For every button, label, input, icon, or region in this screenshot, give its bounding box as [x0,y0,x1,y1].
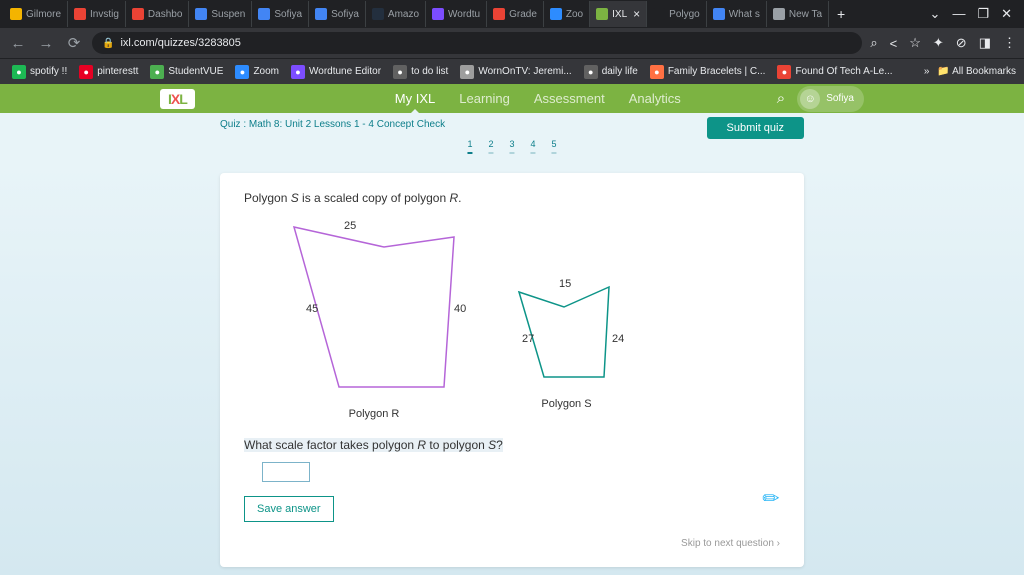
bookmark-item[interactable]: ●StudentVUE [146,63,227,81]
browser-tab[interactable]: Amazo [366,1,426,27]
search-icon[interactable]: ⌕ [870,35,877,51]
avatar-icon: ☺ [800,89,820,109]
bookmark-item[interactable]: ●WornOnTV: Jeremi... [456,63,575,81]
browser-tab[interactable]: Suspen [189,1,252,27]
back-button[interactable]: ← [8,35,28,52]
browser-tab[interactable]: Polygo [647,1,707,27]
new-tab-button[interactable]: + [829,6,853,22]
bookmark-item[interactable]: ●daily life [580,63,642,81]
browser-tab[interactable]: Grade [487,1,544,27]
bookmark-item[interactable]: ●Wordtune Editor [287,63,385,81]
question-intro: Polygon S is a scaled copy of polygon R. [244,191,780,205]
svg-text:24: 24 [612,333,624,345]
polygons-figure: 25 45 40 Polygon R 15 27 24 Polygon S [244,217,780,420]
bookmark-item[interactable]: ●Family Bracelets | C... [646,63,770,81]
reload-button[interactable]: ⟳ [64,34,84,52]
question-number[interactable]: 1 [467,139,472,154]
all-bookmarks-folder[interactable]: 📁 All Bookmarks [937,66,1016,77]
browser-tab[interactable]: Invstig [68,1,126,27]
svg-text:25: 25 [344,220,356,232]
browser-tab[interactable]: Sofiya [309,1,366,27]
content-area: Polygon S is a scaled copy of polygon R.… [0,161,1024,575]
reading-list-icon[interactable]: ⊘ [956,35,967,51]
ixl-logo[interactable]: IXL [160,89,195,109]
browser-tab[interactable]: Gilmore [4,1,68,27]
lock-icon: 🔒 [102,38,114,49]
browser-tab[interactable]: New Ta [767,1,829,27]
bookmarks-overflow[interactable]: » [924,66,930,77]
polygon-s-svg: 15 27 24 [504,277,629,387]
question-number[interactable]: 3 [509,139,514,154]
minimize-button[interactable]: — [952,6,965,22]
browser-tab[interactable]: Dashbo [126,1,189,27]
bookmark-item[interactable]: ●spotify !! [8,63,71,81]
search-icon[interactable]: ⌕ [777,90,785,107]
browser-tab[interactable]: IXL× [590,1,647,27]
extensions-icon[interactable]: ✦ [933,35,944,51]
quiz-subheader: Quiz : Math 8: Unit 2 Lessons 1 - 4 Conc… [0,113,1024,161]
browser-tab-strip: GilmoreInvstigDashboSuspenSofiyaSofiyaAm… [0,0,1024,28]
nav-learning[interactable]: Learning [459,91,510,106]
browser-tab[interactable]: What s [707,1,767,27]
polygon-r-svg: 25 45 40 [274,217,474,397]
window-controls: ⌄ — ❐ ✕ [922,6,1020,22]
svg-text:15: 15 [559,278,571,290]
answer-input[interactable] [262,462,310,482]
browser-tab[interactable]: Wordtu [426,1,487,27]
question-prompt: What scale factor takes polygon R to pol… [244,438,503,452]
close-window-button[interactable]: ✕ [1001,6,1012,22]
address-bar[interactable]: 🔒 ixl.com/quizzes/3283805 [92,32,862,54]
polygon-s-label: Polygon S [504,398,629,410]
user-name: Sofiya [826,93,854,104]
browser-tab[interactable]: Zoo [544,1,590,27]
user-badge[interactable]: ☺ Sofiya [797,86,864,112]
svg-text:27: 27 [522,333,534,345]
question-number[interactable]: 4 [531,139,536,154]
bookmark-item[interactable]: ●to do list [389,63,452,81]
nav-myixl[interactable]: My IXL [395,91,435,106]
nav-assessment[interactable]: Assessment [534,91,605,106]
star-icon[interactable]: ☆ [909,35,921,51]
forward-button[interactable]: → [36,35,56,52]
maximize-button[interactable]: ❐ [977,6,989,22]
save-answer-button[interactable]: Save answer [244,496,334,522]
svg-text:45: 45 [306,303,318,315]
polygon-r-label: Polygon R [274,408,474,420]
url-bar: ← → ⟳ 🔒 ixl.com/quizzes/3283805 ⌕ < ☆ ✦ … [0,28,1024,58]
share-icon[interactable]: < [890,36,898,51]
question-number[interactable]: 2 [488,139,493,154]
panel-icon[interactable]: ◨ [979,35,991,51]
submit-quiz-button[interactable]: Submit quiz [707,117,804,139]
url-text: ixl.com/quizzes/3283805 [120,37,240,49]
bookmarks-bar: ●spotify !!●pinterestt●StudentVUE●Zoom●W… [0,58,1024,84]
page-content: IXL My IXL Learning Assessment Analytics… [0,84,1024,575]
bookmark-item[interactable]: ●pinterestt [75,63,142,81]
skip-question-link[interactable]: Skip to next question › [244,538,780,549]
quiz-title: Quiz : Math 8: Unit 2 Lessons 1 - 4 Conc… [220,119,445,130]
question-navigator: 1 2 3 4 5 [467,139,556,154]
menu-icon[interactable]: ⋮ [1003,35,1016,51]
question-number[interactable]: 5 [552,139,557,154]
nav-analytics[interactable]: Analytics [629,91,681,106]
bookmark-item[interactable]: ●Zoom [231,63,283,81]
dropdown-icon[interactable]: ⌄ [930,6,941,22]
browser-tab[interactable]: Sofiya [252,1,309,27]
svg-text:40: 40 [454,303,466,315]
bookmark-item[interactable]: ●Found Of Tech A-Le... [773,63,896,81]
ixl-header: IXL My IXL Learning Assessment Analytics… [0,84,1024,113]
question-card: Polygon S is a scaled copy of polygon R.… [220,173,804,567]
